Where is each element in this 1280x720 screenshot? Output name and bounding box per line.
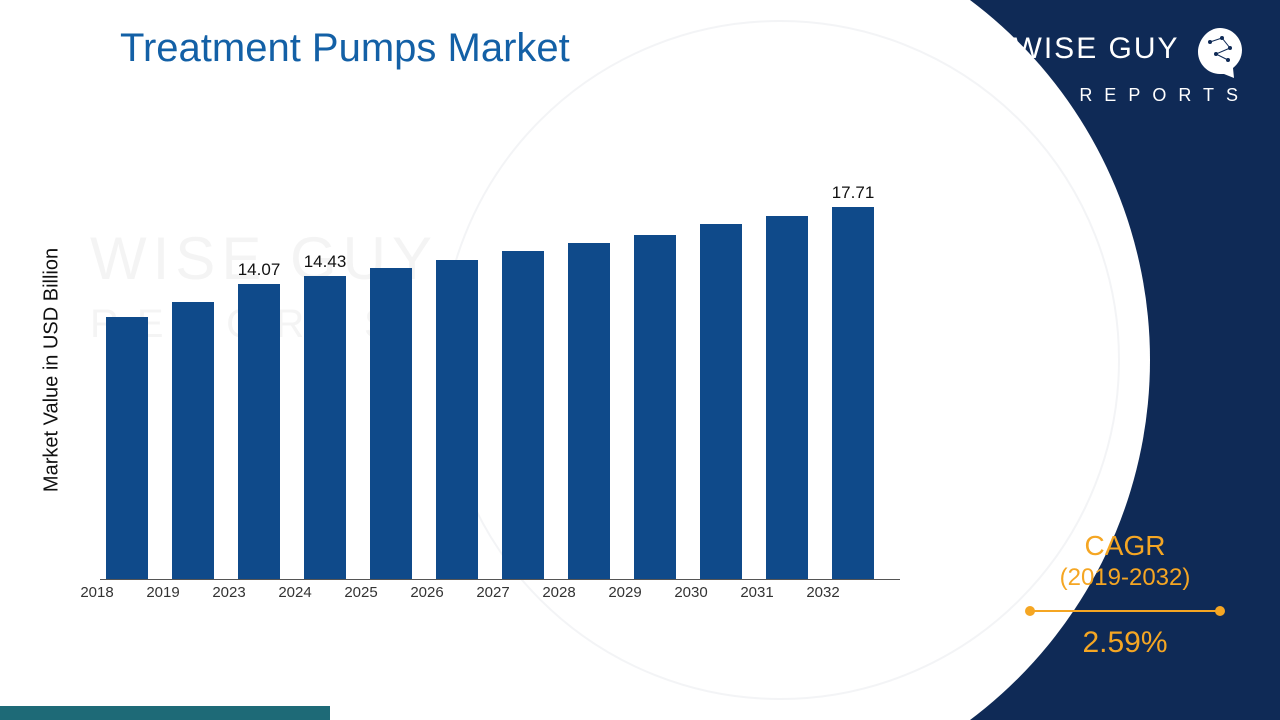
bar-value-label: 17.71 bbox=[832, 183, 875, 207]
logo-line1: WISE GUY bbox=[1014, 32, 1180, 65]
bar bbox=[106, 317, 148, 580]
cagr-range: (2019-2032) bbox=[1010, 564, 1240, 592]
x-tick-label: 2030 bbox=[674, 584, 707, 601]
bar-chart: Market Value in USD Billion 14.0714.4317… bbox=[70, 160, 900, 600]
x-tick-label: 2023 bbox=[212, 584, 245, 601]
bar bbox=[172, 302, 214, 579]
x-tick-label: 2031 bbox=[740, 584, 773, 601]
x-tick-label: 2028 bbox=[542, 584, 575, 601]
x-tick-label: 2018 bbox=[80, 584, 113, 601]
chart-title: Treatment Pumps Market bbox=[120, 26, 570, 71]
bar: 14.07 bbox=[238, 284, 280, 579]
bottom-accent-strip bbox=[0, 706, 330, 720]
bar bbox=[700, 224, 742, 579]
brand-logo: WISE GUY REPORTS bbox=[1014, 24, 1250, 104]
bar bbox=[370, 268, 412, 579]
bar bbox=[436, 260, 478, 579]
bar bbox=[766, 216, 808, 579]
logo-line2: REPORTS bbox=[1014, 86, 1250, 104]
bar-value-label: 14.07 bbox=[238, 260, 281, 284]
bar bbox=[634, 235, 676, 579]
bar bbox=[568, 243, 610, 579]
bar: 14.43 bbox=[304, 276, 346, 579]
x-tick-label: 2029 bbox=[608, 584, 641, 601]
x-tick-label: 2024 bbox=[278, 584, 311, 601]
bar bbox=[502, 251, 544, 579]
x-tick-label: 2025 bbox=[344, 584, 377, 601]
x-tick-label: 2019 bbox=[146, 584, 179, 601]
x-tick-label: 2027 bbox=[476, 584, 509, 601]
cagr-label: CAGR bbox=[1010, 530, 1240, 562]
cagr-value: 2.59% bbox=[1010, 626, 1240, 660]
x-tick-label: 2032 bbox=[806, 584, 839, 601]
y-axis-label: Market Value in USD Billion bbox=[41, 248, 64, 492]
cagr-divider bbox=[1030, 610, 1220, 612]
plot-area: 14.07 14.43 17.71 bbox=[100, 160, 900, 580]
head-network-icon bbox=[1190, 24, 1250, 84]
bar-value-label: 14.43 bbox=[304, 252, 347, 276]
bar: 17.71 bbox=[832, 207, 874, 579]
cagr-block: CAGR (2019-2032) 2.59% bbox=[1010, 530, 1240, 660]
x-tick-label: 2026 bbox=[410, 584, 443, 601]
